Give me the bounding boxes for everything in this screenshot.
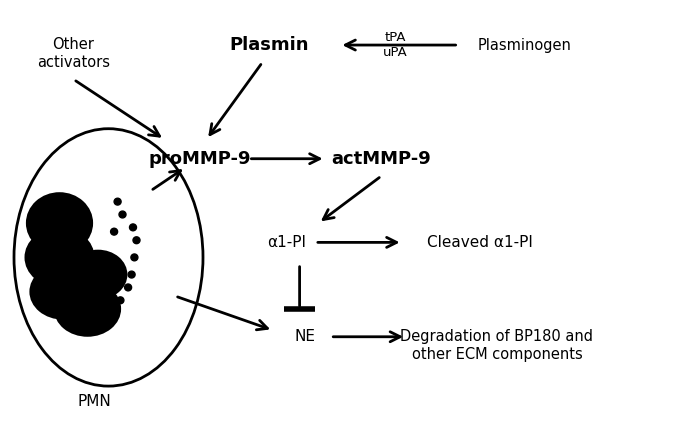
Ellipse shape [117, 297, 124, 304]
Ellipse shape [128, 271, 135, 278]
Text: actMMP-9: actMMP-9 [332, 150, 431, 168]
Text: Degradation of BP180 and
other ECM components: Degradation of BP180 and other ECM compo… [400, 329, 594, 362]
Ellipse shape [131, 254, 138, 261]
Text: Plasmin: Plasmin [230, 36, 309, 54]
Ellipse shape [25, 227, 94, 287]
Text: Cleaved α1-PI: Cleaved α1-PI [426, 235, 533, 250]
Ellipse shape [26, 192, 93, 254]
Ellipse shape [111, 228, 118, 235]
Ellipse shape [114, 198, 121, 205]
Ellipse shape [125, 284, 132, 291]
Text: α1-PI: α1-PI [267, 235, 307, 250]
Text: Other
activators: Other activators [37, 37, 110, 70]
Text: Plasminogen: Plasminogen [478, 38, 572, 52]
Ellipse shape [54, 281, 121, 337]
Ellipse shape [69, 250, 127, 299]
Text: proMMP-9: proMMP-9 [148, 150, 251, 168]
Ellipse shape [119, 211, 126, 218]
Ellipse shape [133, 237, 140, 244]
Text: NE: NE [294, 329, 315, 344]
Text: tPA
uPA: tPA uPA [383, 31, 408, 59]
Ellipse shape [29, 264, 97, 320]
Text: PMN: PMN [78, 394, 111, 408]
Ellipse shape [130, 224, 136, 231]
